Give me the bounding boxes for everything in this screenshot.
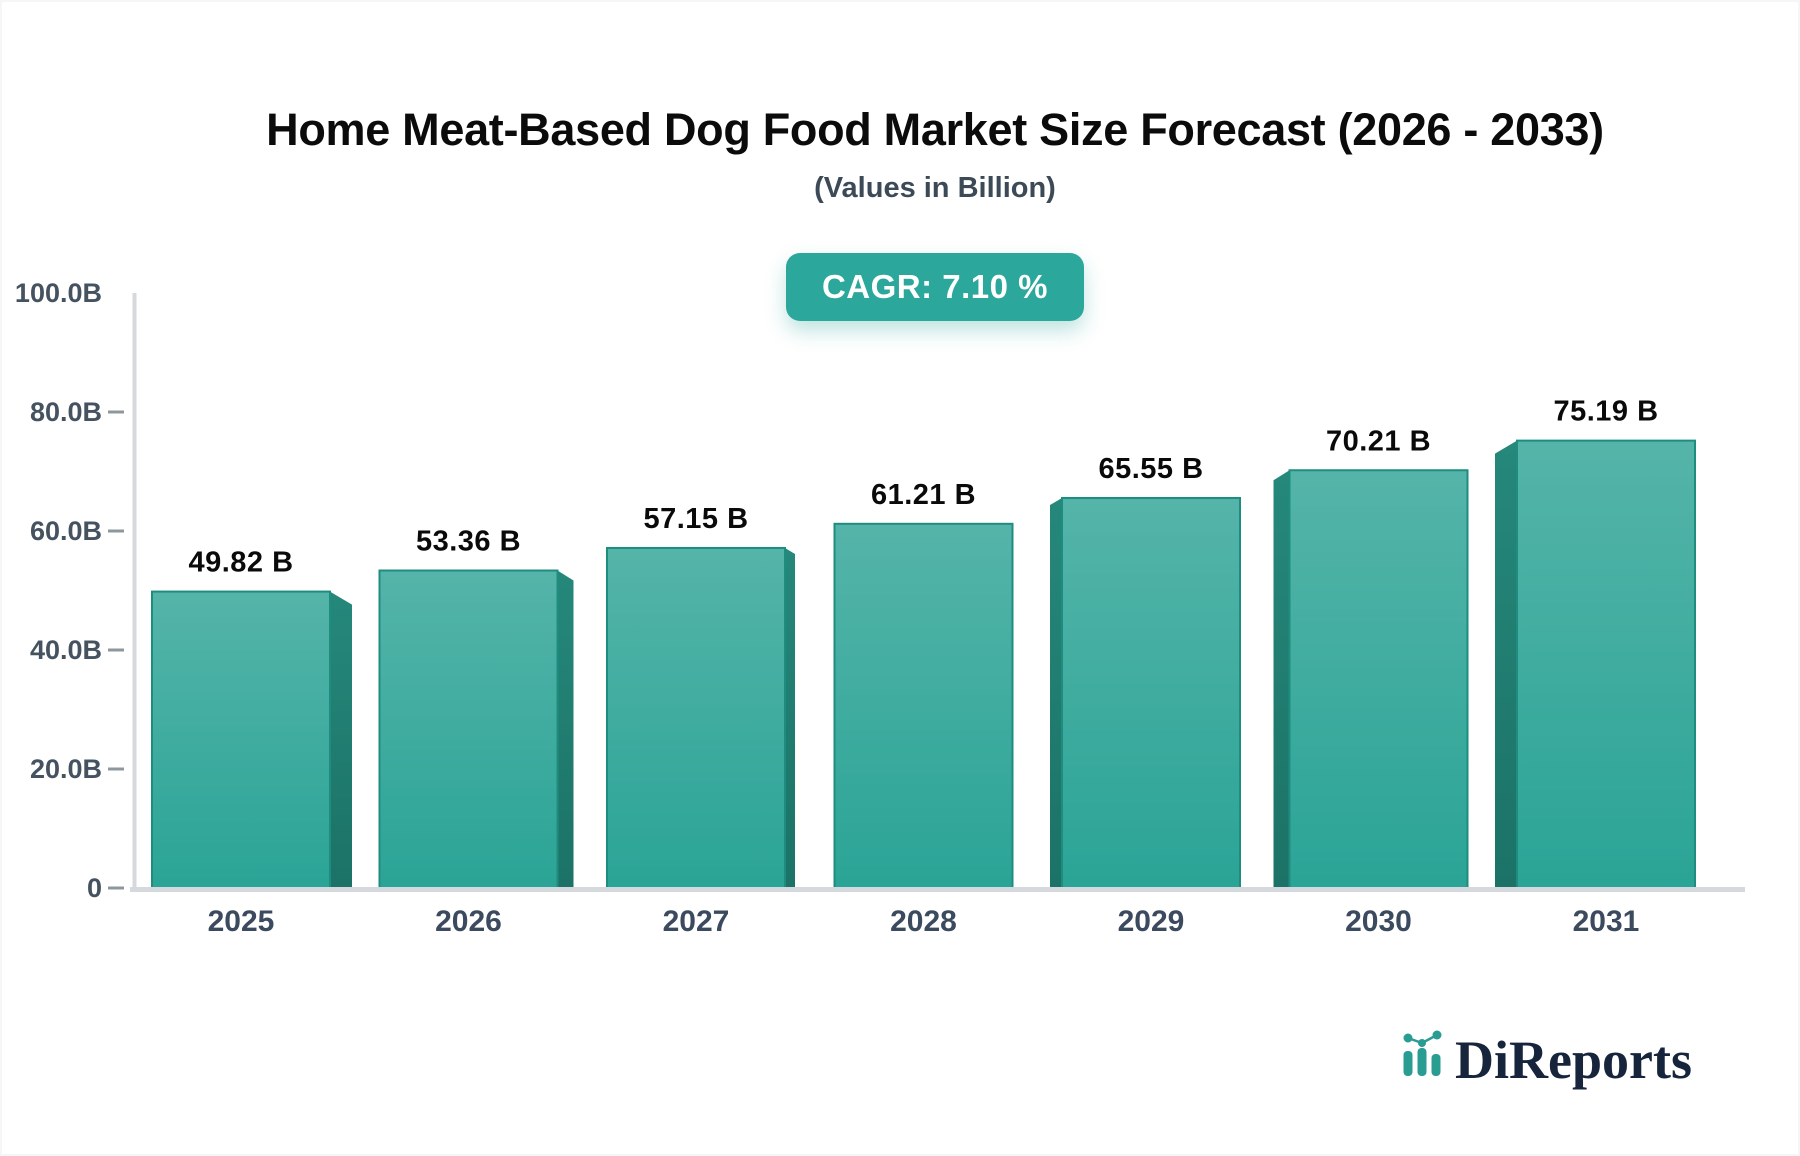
bar-front-face [1288, 469, 1469, 889]
x-axis-label: 2026 [435, 905, 502, 938]
bar-value-label: 65.55 B [1098, 453, 1203, 485]
x-axis-label: 2030 [1345, 905, 1412, 938]
mini-bar-line-chart-icon [1403, 1030, 1442, 1076]
bar-side-face [785, 547, 795, 888]
chart-header: Home Meat-Based Dog Food Market Size For… [72, 104, 1798, 205]
cagr-badge: CAGR: 7.10 % [785, 253, 1085, 321]
bar-front-face [606, 546, 786, 890]
y-axis-label: 0 [87, 873, 102, 903]
x-axis-label: 2028 [890, 905, 957, 938]
bar-2027: 57.15 B 2027 [606, 503, 795, 938]
cagr-badge-wrap: CAGR: 7.10 % [72, 253, 1798, 321]
y-axis-label: 40.0B [30, 635, 102, 665]
bar-front-face [151, 590, 331, 889]
bar-2026: 53.36 B 2026 [378, 526, 574, 938]
bar-front-face [378, 569, 559, 889]
bar-front-face [833, 522, 1014, 889]
bar-front-face [1516, 439, 1696, 889]
y-axis-label: 100.0B [15, 278, 102, 308]
bar-side-face [1273, 470, 1290, 888]
bar-value-label: 57.15 B [643, 503, 748, 535]
bar-value-label: 75.19 B [1553, 396, 1658, 428]
x-axis-label: 2025 [208, 905, 275, 938]
y-axis-label: 80.0B [30, 397, 102, 427]
y-axis-label: 60.0B [30, 516, 102, 546]
bar-value-label: 61.21 B [871, 479, 976, 511]
bar-2031: 75.19 B 2031 [1495, 396, 1696, 938]
bar-front-face [1061, 496, 1241, 889]
logo-text: DiReports [1455, 1030, 1692, 1090]
x-axis-label: 2031 [1573, 905, 1640, 938]
bar-2025: 49.82 B 2025 [151, 547, 352, 938]
direports-logo: DiReports [1401, 1030, 1692, 1087]
y-axis-label: 20.0B [30, 754, 102, 784]
bar-2029: 65.55 B 2029 [1050, 453, 1241, 938]
x-axis-label: 2029 [1118, 905, 1185, 938]
bar-value-label: 53.36 B [416, 526, 521, 558]
bar-2028: 61.21 B 2028 [833, 479, 1014, 938]
chart-subtitle: (Values in Billion) [814, 172, 1056, 204]
bar-side-face [1495, 440, 1517, 888]
bar-value-label: 70.21 B [1326, 425, 1431, 457]
bar-side-face [330, 591, 352, 888]
bar-2030: 70.21 B 2030 [1273, 425, 1469, 938]
bar-side-face [1050, 497, 1062, 888]
x-axis-label: 2027 [663, 905, 730, 938]
bar-side-face [557, 570, 574, 888]
bar-value-label: 49.82 B [188, 547, 293, 579]
chart-title: Home Meat-Based Dog Food Market Size For… [266, 104, 1604, 155]
